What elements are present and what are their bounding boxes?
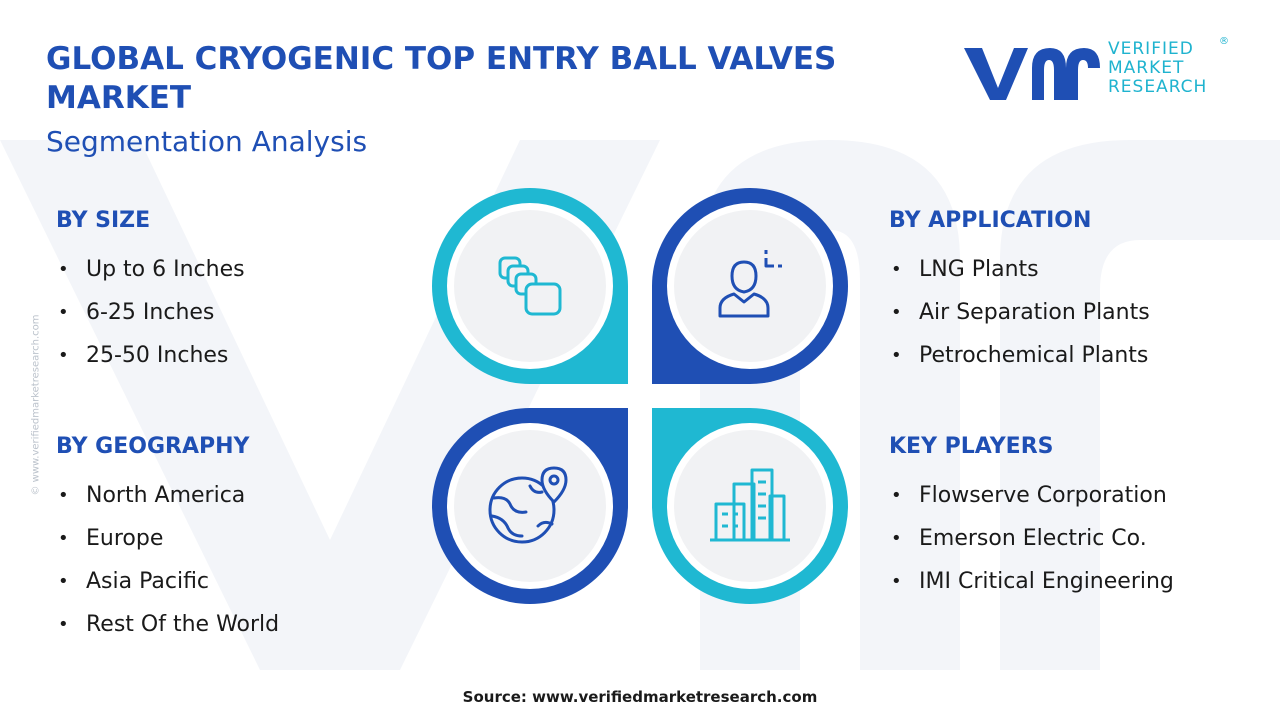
company-logo: VERIFIED MARKET RESEARCH ® — [962, 36, 1232, 106]
list-item: Air Separation Plants — [889, 291, 1150, 334]
logo-line-3: RESEARCH — [1108, 77, 1208, 97]
segment-key-players: KEY PLAYERS Flowserve Corporation Emerso… — [889, 432, 1174, 603]
segment-geography-heading: BY GEOGRAPHY — [56, 434, 250, 459]
vmr-logo-mark — [964, 48, 1100, 100]
list-item: 6-25 Inches — [56, 291, 245, 334]
segment-size: BY SIZE Up to 6 Inches 6-25 Inches 25-50… — [56, 206, 245, 377]
segment-size-heading: BY SIZE — [56, 208, 151, 233]
list-item: Emerson Electric Co. — [889, 517, 1174, 560]
list-item: Asia Pacific — [56, 560, 279, 603]
segment-key-players-heading: KEY PLAYERS — [889, 434, 1054, 459]
list-item: Flowserve Corporation — [889, 474, 1174, 517]
petal-top-right — [652, 188, 848, 384]
segment-geography: BY GEOGRAPHY North America Europe Asia P… — [56, 432, 279, 646]
petal-bottom-left — [432, 408, 628, 604]
list-item: LNG Plants — [889, 248, 1150, 291]
logo-wordmark: VERIFIED MARKET RESEARCH — [1108, 40, 1207, 97]
header: GLOBAL CRYOGENIC TOP ENTRY BALL VALVES M… — [46, 40, 946, 160]
registered-mark: ® — [1219, 36, 1229, 47]
list-item: Petrochemical Plants — [889, 334, 1150, 377]
petal-top-left — [432, 188, 628, 384]
logo-line-2: MARKET — [1108, 58, 1185, 78]
list-item: Europe — [56, 517, 279, 560]
page-subtitle: Segmentation Analysis — [46, 125, 368, 158]
list-item: 25-50 Inches — [56, 334, 245, 377]
side-credit: © www.verifiedmarketresearch.com — [30, 314, 42, 496]
segment-petal-graphic — [432, 188, 848, 604]
list-item: IMI Critical Engineering — [889, 560, 1174, 603]
list-item: Up to 6 Inches — [56, 248, 245, 291]
petal-bottom-right — [652, 408, 848, 604]
source-note: Source: www.verifiedmarketresearch.com — [462, 688, 818, 706]
logo-line-1: VERIFIED — [1108, 39, 1194, 59]
segment-application: BY APPLICATION LNG Plants Air Separation… — [889, 206, 1150, 377]
segment-application-heading: BY APPLICATION — [889, 208, 1092, 233]
page-title: GLOBAL CRYOGENIC TOP ENTRY BALL VALVES M… — [46, 41, 837, 116]
list-item: North America — [56, 474, 279, 517]
list-item: Rest Of the World — [56, 603, 279, 646]
